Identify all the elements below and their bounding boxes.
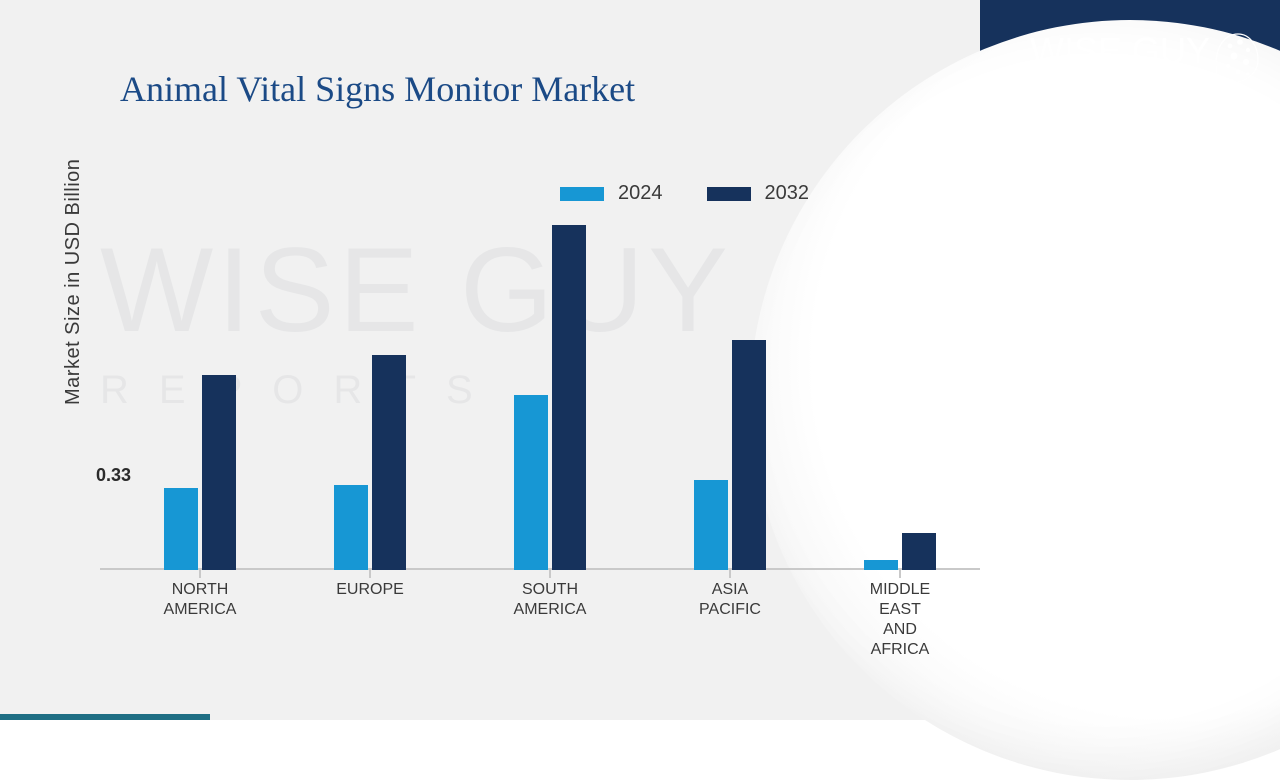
brand-logo: WISE GUY R E P O R T S (982, 30, 1262, 90)
axis-tick (899, 570, 901, 578)
bar (334, 485, 368, 570)
category-label: SOUTH AMERICA (514, 580, 587, 620)
bar (864, 560, 898, 570)
bar (514, 395, 548, 570)
axis-tick (729, 570, 731, 578)
brand-logo-main: WISE GUY (982, 30, 1262, 72)
legend-item: 2032 (707, 182, 810, 205)
plot-area: NORTH AMERICAEUROPESOUTH AMERICAASIA PAC… (100, 220, 980, 570)
category-label: MIDDLE EAST AND AFRICA (870, 580, 930, 660)
axis-tick (549, 570, 551, 578)
y-axis-label: Market Size in USD Billion (62, 159, 85, 405)
axis-tick (199, 570, 201, 578)
bottom-accent-rule (0, 714, 210, 720)
bar (202, 375, 236, 570)
legend-swatch (560, 187, 604, 201)
legend-item: 2024 (560, 182, 663, 205)
legend-label: 2032 (765, 182, 810, 205)
legend-label: 2024 (618, 182, 663, 205)
bar (164, 488, 198, 571)
value-label: 0.33 (96, 465, 131, 486)
category-label: ASIA PACIFIC (699, 580, 761, 620)
bar (902, 533, 936, 571)
category-label: NORTH AMERICA (164, 580, 237, 620)
page-title: Animal Vital Signs Monitor Market (120, 68, 635, 110)
legend-swatch (707, 187, 751, 201)
brand-logo-sub: R E P O R T S (982, 74, 1262, 90)
bar (732, 340, 766, 570)
bar (694, 480, 728, 570)
bar (552, 225, 586, 570)
legend: 2024 2032 (560, 182, 809, 205)
axis-tick (369, 570, 371, 578)
stage: WISE GUY REPORTS Animal Vital Signs Moni… (0, 0, 1280, 720)
bar (372, 355, 406, 570)
category-label: EUROPE (336, 580, 404, 600)
